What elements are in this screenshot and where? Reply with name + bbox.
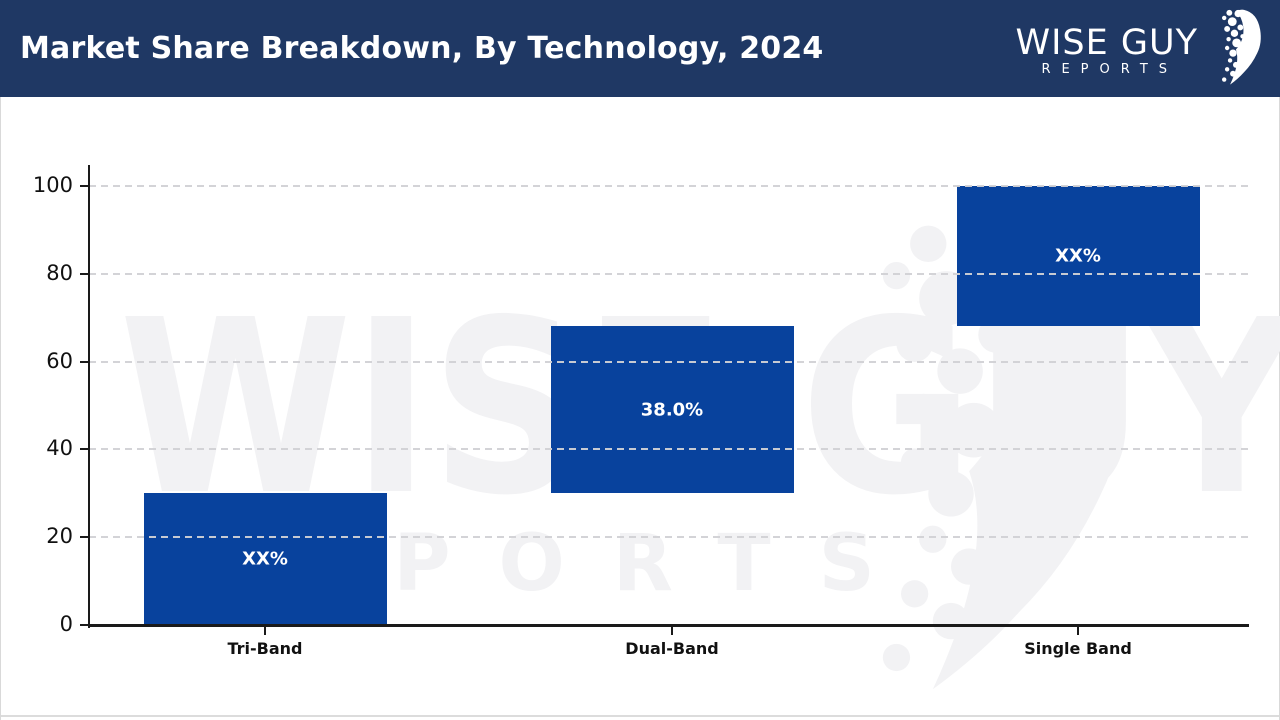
y-tick-label: 20: [46, 524, 73, 549]
x-axis-spine: [88, 624, 1249, 627]
y-tick-label: 100: [32, 173, 73, 197]
x-tick-label: Dual-Band: [625, 639, 719, 658]
y-tick-label: 40: [46, 436, 73, 461]
bottom-frame-line: [1, 715, 1279, 717]
chart-title: Market Share Breakdown, By Technology, 2…: [20, 31, 824, 66]
wiseguy-logo: WISE GUY REPORTS: [1015, 6, 1266, 90]
bar-value-label: XX%: [242, 548, 288, 570]
bar-segment: 38.0%: [550, 326, 794, 494]
x-tick-label: Single Band: [1024, 639, 1132, 658]
y-tick-label: 60: [46, 348, 73, 373]
logo-secondary-text: REPORTS: [1041, 61, 1179, 77]
gridline: [89, 272, 1248, 275]
logo-primary-text: WISE GUY: [1015, 22, 1198, 63]
bar-value-label: 38.0%: [640, 399, 704, 421]
y-tick-mark: [80, 272, 88, 275]
logo-face-icon: [1222, 9, 1261, 85]
bar-segment: XX%: [956, 186, 1200, 327]
y-tick-mark: [80, 448, 88, 451]
y-tick-mark: [80, 360, 88, 363]
bar-segment: XX%: [143, 493, 387, 625]
x-tick-mark: [1077, 627, 1079, 635]
gridline: [89, 185, 1248, 187]
y-tick-mark: [80, 624, 88, 626]
gridline: [89, 448, 1248, 451]
logo-wordmark: WISE GUY REPORTS: [1015, 25, 1198, 77]
plot-area: WISE GUY REPORTS 020406080100XX%38.0%XX%…: [0, 97, 1280, 720]
x-tick-mark: [264, 627, 266, 635]
x-tick-mark: [671, 627, 673, 635]
gridline: [89, 536, 1248, 539]
header: Market Share Breakdown, By Technology, 2…: [0, 0, 1280, 97]
plot: 0 20 40 60 80 100 XX% 38.0% XX% Tri-Band Dual-Band…: [1, 97, 1279, 720]
y-tick-label: 80: [46, 260, 73, 285]
y-tick-mark: [80, 185, 88, 187]
y-tick-label: 0: [59, 612, 73, 636]
gridline: [89, 360, 1248, 363]
y-tick-mark: [80, 536, 88, 539]
x-tick-label: Tri-Band: [227, 639, 303, 658]
bar-value-label: XX%: [1055, 245, 1101, 267]
y-axis-spine: [88, 165, 90, 628]
